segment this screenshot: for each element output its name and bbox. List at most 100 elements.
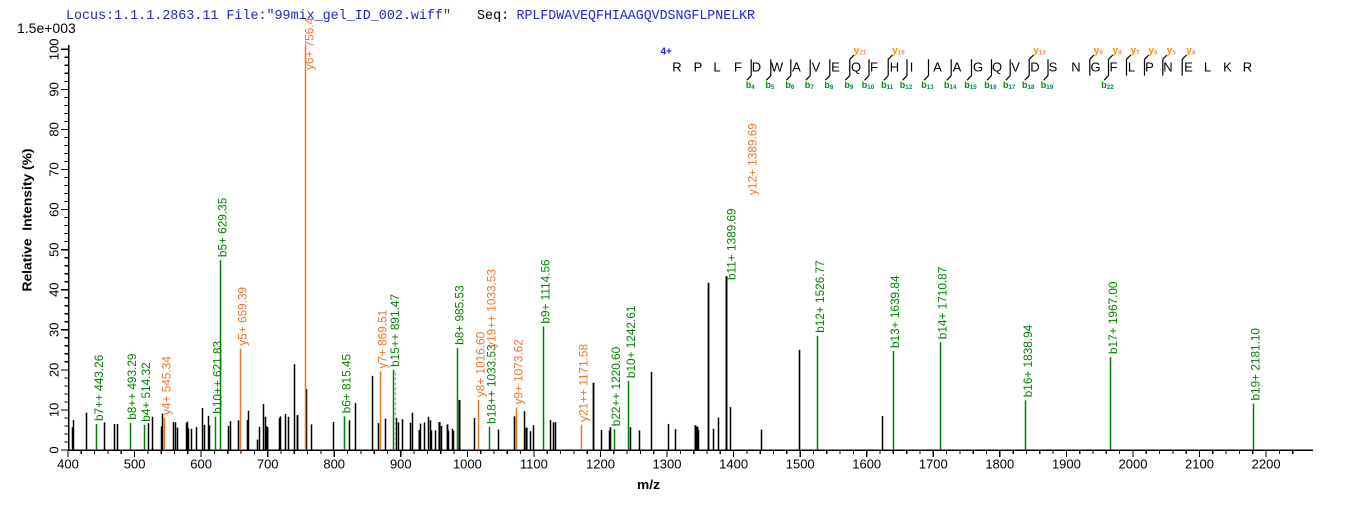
- svg-text:2100: 2100: [1185, 457, 1214, 472]
- svg-text:E: E: [831, 60, 840, 75]
- svg-text:400: 400: [57, 457, 79, 472]
- svg-text:50: 50: [47, 242, 62, 256]
- svg-text:m/z: m/z: [637, 477, 661, 492]
- svg-text:1300: 1300: [653, 457, 682, 472]
- svg-text:y5: y5: [1167, 46, 1177, 57]
- svg-text:1600: 1600: [852, 457, 881, 472]
- svg-text:b8: b8: [824, 80, 834, 91]
- svg-text:b9: b9: [844, 80, 854, 91]
- svg-text:b9+ 1114.56: b9+ 1114.56: [539, 259, 553, 324]
- svg-text:b17: b17: [1003, 80, 1016, 91]
- svg-text:Q: Q: [992, 60, 1002, 75]
- svg-text:F: F: [870, 60, 878, 75]
- svg-text:b11+ 1389.69: b11+ 1389.69: [725, 208, 739, 280]
- svg-text:b10++ 621.83: b10++ 621.83: [211, 340, 225, 413]
- svg-text:20: 20: [47, 363, 62, 377]
- svg-text:b7++ 443.26: b7++ 443.26: [92, 354, 106, 421]
- svg-text:1800: 1800: [985, 457, 1014, 472]
- svg-text:b13: b13: [921, 80, 934, 91]
- svg-text:b5+ 629.35: b5+ 629.35: [216, 197, 230, 257]
- svg-text:RPLFDWAVEQFHIAAGQVDSNGFLPNELKR: RPLFDWAVEQFHIAAGQVDSNGFLPNELKR: [517, 9, 756, 24]
- svg-text:G: G: [1090, 60, 1100, 75]
- svg-text:E: E: [1184, 60, 1193, 75]
- svg-text:y7+ 869.51: y7+ 869.51: [376, 310, 390, 369]
- svg-text:600: 600: [190, 457, 212, 472]
- svg-text:N: N: [1163, 60, 1172, 75]
- svg-text:A: A: [933, 60, 942, 75]
- svg-text:b11: b11: [881, 80, 894, 91]
- svg-text:V: V: [1011, 60, 1020, 75]
- svg-text:b19: b19: [1041, 80, 1054, 91]
- svg-text:y12+ 1389.69: y12+ 1389.69: [746, 123, 760, 195]
- svg-text:b12+ 1526.77: b12+ 1526.77: [813, 260, 827, 333]
- svg-text:b18: b18: [1022, 80, 1035, 91]
- svg-text:b12: b12: [900, 80, 913, 91]
- svg-text:b4+ 514.32: b4+ 514.32: [139, 362, 153, 421]
- svg-text:y6+ 756.4: y6+ 756.4: [303, 17, 317, 70]
- svg-text:b10: b10: [862, 80, 875, 91]
- svg-text:I: I: [910, 60, 914, 75]
- svg-text:D: D: [1030, 60, 1039, 75]
- svg-text:b8+ 985.53: b8+ 985.53: [453, 285, 467, 345]
- svg-text:4+: 4+: [661, 47, 673, 58]
- svg-text:R: R: [1243, 60, 1252, 75]
- svg-text:b16+ 1838.94: b16+ 1838.94: [1021, 324, 1035, 397]
- svg-text:b18++ 1033.53: b18++ 1033.53: [485, 344, 499, 424]
- svg-text:W: W: [771, 60, 784, 75]
- svg-text:L: L: [713, 60, 720, 75]
- svg-text:Q: Q: [851, 60, 861, 75]
- svg-text:y8: y8: [1113, 46, 1123, 57]
- svg-text:P: P: [1145, 60, 1154, 75]
- svg-text:b16: b16: [984, 80, 997, 91]
- svg-text:500: 500: [124, 457, 146, 472]
- svg-text:70: 70: [47, 162, 62, 176]
- svg-text:b19+ 2181.10: b19+ 2181.10: [1249, 328, 1263, 401]
- svg-text:2000: 2000: [1119, 457, 1148, 472]
- svg-text:A: A: [792, 60, 801, 75]
- svg-text:y19: y19: [892, 46, 905, 57]
- svg-text:b14+ 1710.87: b14+ 1710.87: [936, 267, 950, 340]
- svg-text:1.5e+003: 1.5e+003: [17, 20, 76, 36]
- svg-text:H: H: [890, 60, 899, 75]
- svg-text:b8++ 493.29: b8++ 493.29: [125, 354, 139, 420]
- svg-text:y12: y12: [1033, 46, 1046, 57]
- svg-text:L: L: [1128, 60, 1135, 75]
- svg-text:b13+ 1639.84: b13+ 1639.84: [888, 275, 902, 348]
- svg-text:V: V: [812, 60, 821, 75]
- svg-text:900: 900: [390, 457, 412, 472]
- svg-text:y4+ 545.34: y4+ 545.34: [160, 356, 174, 415]
- svg-text:10: 10: [47, 403, 62, 417]
- svg-text:b22++ 1220.60: b22++ 1220.60: [609, 346, 623, 426]
- svg-text:y9: y9: [1094, 46, 1104, 57]
- svg-text:90: 90: [47, 82, 62, 96]
- svg-text:1200: 1200: [586, 457, 615, 472]
- svg-text:b4: b4: [746, 80, 756, 91]
- svg-text:Seq:: Seq:: [477, 9, 509, 24]
- svg-text:A: A: [953, 60, 962, 75]
- svg-text:b14: b14: [944, 80, 957, 91]
- svg-text:R: R: [672, 60, 681, 75]
- svg-text:b15: b15: [964, 80, 977, 91]
- svg-text:2200: 2200: [1252, 457, 1281, 472]
- svg-text:G: G: [973, 60, 983, 75]
- svg-text:y21: y21: [854, 46, 867, 57]
- svg-text:y5+ 659.39: y5+ 659.39: [236, 287, 250, 346]
- svg-text:0: 0: [47, 446, 62, 453]
- svg-text:P: P: [694, 60, 703, 75]
- svg-text:b15++ 891.47: b15++ 891.47: [388, 294, 402, 367]
- svg-text:y19++ 1033.53: y19++ 1033.53: [485, 269, 499, 348]
- svg-text:b17+ 1967.00: b17+ 1967.00: [1106, 281, 1120, 354]
- svg-text:y8+ 1016.60: y8+ 1016.60: [473, 331, 487, 397]
- svg-text:S: S: [1049, 60, 1058, 75]
- svg-text:y9+ 1073.62: y9+ 1073.62: [511, 339, 525, 404]
- svg-text:b10+ 1242.61: b10+ 1242.61: [624, 306, 638, 379]
- svg-text:y4: y4: [1186, 46, 1196, 57]
- svg-text:b6: b6: [785, 80, 795, 91]
- svg-text:Locus:1.1.1.2863.11 File:"99mi: Locus:1.1.1.2863.11 File:"99mix_gel_ID_0…: [66, 9, 451, 24]
- svg-text:Relative Intensity (%): Relative Intensity (%): [20, 149, 35, 292]
- svg-text:N: N: [1071, 60, 1080, 75]
- svg-text:b7: b7: [805, 80, 815, 91]
- svg-text:80: 80: [47, 122, 62, 136]
- svg-text:1000: 1000: [453, 457, 482, 472]
- svg-text:1100: 1100: [520, 457, 548, 472]
